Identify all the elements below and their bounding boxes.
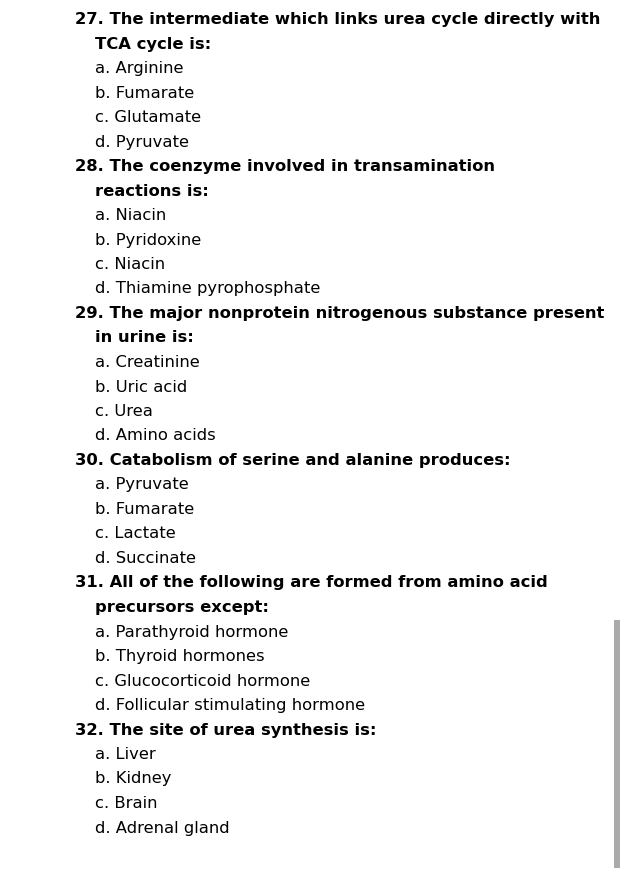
Text: d. Succinate: d. Succinate xyxy=(95,551,196,566)
Text: 29. The major nonprotein nitrogenous substance present: 29. The major nonprotein nitrogenous sub… xyxy=(75,306,604,321)
Text: 31. All of the following are formed from amino acid: 31. All of the following are formed from… xyxy=(75,576,547,591)
Text: 27. The intermediate which links urea cycle directly with: 27. The intermediate which links urea cy… xyxy=(75,12,600,27)
Text: b. Uric acid: b. Uric acid xyxy=(95,380,187,395)
Text: c. Brain: c. Brain xyxy=(95,796,158,811)
Text: a. Pyruvate: a. Pyruvate xyxy=(95,478,189,493)
Text: 30. Catabolism of serine and alanine produces:: 30. Catabolism of serine and alanine pro… xyxy=(75,453,511,468)
Text: b. Kidney: b. Kidney xyxy=(95,772,171,787)
Text: 32. The site of urea synthesis is:: 32. The site of urea synthesis is: xyxy=(75,723,377,738)
Text: reactions is:: reactions is: xyxy=(95,184,209,199)
Bar xyxy=(614,620,620,868)
Text: b. Fumarate: b. Fumarate xyxy=(95,502,194,517)
Text: 28. The coenzyme involved in transamination: 28. The coenzyme involved in transaminat… xyxy=(75,159,495,174)
Text: a. Niacin: a. Niacin xyxy=(95,208,166,223)
Text: b. Thyroid hormones: b. Thyroid hormones xyxy=(95,649,265,664)
Text: in urine is:: in urine is: xyxy=(95,331,194,346)
Text: d. Amino acids: d. Amino acids xyxy=(95,429,215,444)
Text: c. Urea: c. Urea xyxy=(95,404,153,419)
Text: precursors except:: precursors except: xyxy=(95,600,269,615)
Text: c. Lactate: c. Lactate xyxy=(95,527,176,542)
Text: b. Fumarate: b. Fumarate xyxy=(95,86,194,101)
Text: a. Liver: a. Liver xyxy=(95,747,156,762)
Text: d. Thiamine pyrophosphate: d. Thiamine pyrophosphate xyxy=(95,282,321,297)
Text: c. Glucocorticoid hormone: c. Glucocorticoid hormone xyxy=(95,674,310,689)
Text: c. Niacin: c. Niacin xyxy=(95,257,165,272)
Text: a. Arginine: a. Arginine xyxy=(95,61,183,76)
Text: d. Pyruvate: d. Pyruvate xyxy=(95,135,189,150)
Text: a. Parathyroid hormone: a. Parathyroid hormone xyxy=(95,625,289,640)
Text: b. Pyridoxine: b. Pyridoxine xyxy=(95,233,201,248)
Text: TCA cycle is:: TCA cycle is: xyxy=(95,37,211,52)
Text: d. Adrenal gland: d. Adrenal gland xyxy=(95,821,229,836)
Text: c. Glutamate: c. Glutamate xyxy=(95,110,201,125)
Text: a. Creatinine: a. Creatinine xyxy=(95,355,200,370)
Text: d. Follicular stimulating hormone: d. Follicular stimulating hormone xyxy=(95,698,365,713)
